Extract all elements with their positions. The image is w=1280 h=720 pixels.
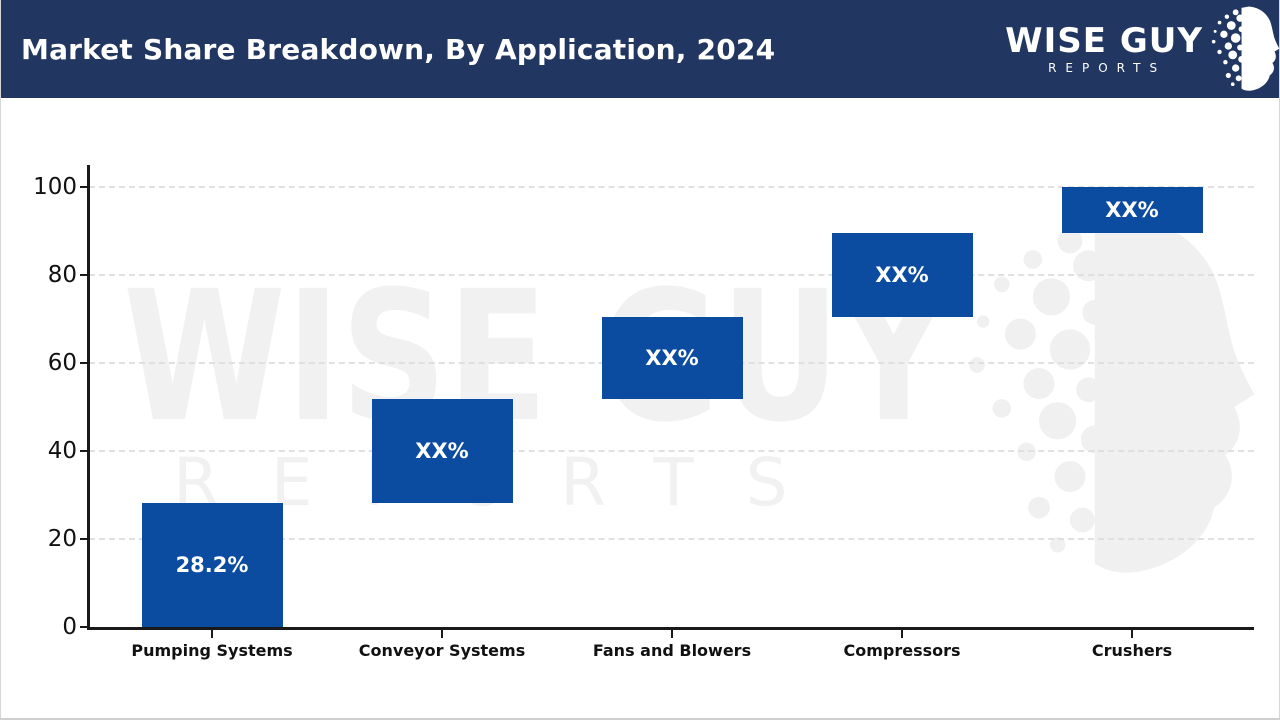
gridline-100 (89, 186, 1254, 188)
x-tick-pumping-systems (211, 630, 213, 638)
watermark-wordmark: WISE GUY (123, 253, 948, 462)
y-tick-label-60: 60 (47, 350, 77, 376)
y-tick-80 (80, 274, 88, 276)
bar-value-label-compressors: XX% (875, 262, 929, 287)
bar-crushers: XX% (1061, 187, 1203, 234)
watermark-head-logo-icon (969, 216, 1255, 573)
gridline-40 (89, 450, 1254, 452)
y-tick-0 (80, 626, 88, 628)
bar-value-label-fans-and-blowers: XX% (645, 345, 699, 370)
y-tick-label-20: 20 (47, 526, 77, 552)
x-tick-conveyor-systems (441, 630, 443, 638)
x-axis-label-fans-and-blowers: Fans and Blowers (592, 641, 752, 660)
x-axis-label-crushers: Crushers (1091, 641, 1173, 660)
bar-value-label-conveyor-systems: XX% (415, 438, 469, 463)
header-banner: Market Share Breakdown, By Application, … (1, 0, 1279, 98)
logo-text: WISE GUY REPORTS (1005, 24, 1203, 75)
x-tick-compressors (901, 630, 903, 638)
x-tick-crushers (1131, 630, 1133, 638)
y-tick-20 (80, 538, 88, 540)
y-tick-40 (80, 450, 88, 452)
x-axis-label-conveyor-systems: Conveyor Systems (358, 641, 526, 660)
y-tick-label-100: 100 (33, 174, 77, 200)
bar-value-label-crushers: XX% (1105, 198, 1159, 223)
y-tick-100 (80, 186, 88, 188)
wise-guy-reports-logo: WISE GUY REPORTS (1005, 0, 1279, 98)
x-axis-label-compressors: Compressors (843, 641, 961, 660)
y-axis-line (87, 165, 90, 630)
y-tick-label-0: 0 (62, 614, 77, 640)
bar-conveyor-systems: XX% (371, 399, 513, 503)
gridline-80 (89, 274, 1254, 276)
y-tick-label-80: 80 (47, 262, 77, 288)
bar-compressors: XX% (831, 233, 973, 317)
gridline-20 (89, 538, 1254, 540)
x-axis-line (87, 627, 1254, 630)
bar-value-label-pumping-systems: 28.2% (175, 552, 249, 577)
x-axis-label-pumping-systems: Pumping Systems (131, 641, 293, 660)
x-tick-fans-and-blowers (671, 630, 673, 638)
y-tick-label-40: 40 (47, 438, 77, 464)
logo-head-icon (1211, 6, 1279, 91)
bar-fans-and-blowers: XX% (601, 316, 743, 400)
y-tick-60 (80, 362, 88, 364)
logo-reports-text: REPORTS (1048, 60, 1167, 75)
logo-wordmark: WISE GUY (1005, 20, 1203, 61)
page-title: Market Share Breakdown, By Application, … (21, 32, 776, 66)
bar-pumping-systems: 28.2% (141, 502, 283, 627)
